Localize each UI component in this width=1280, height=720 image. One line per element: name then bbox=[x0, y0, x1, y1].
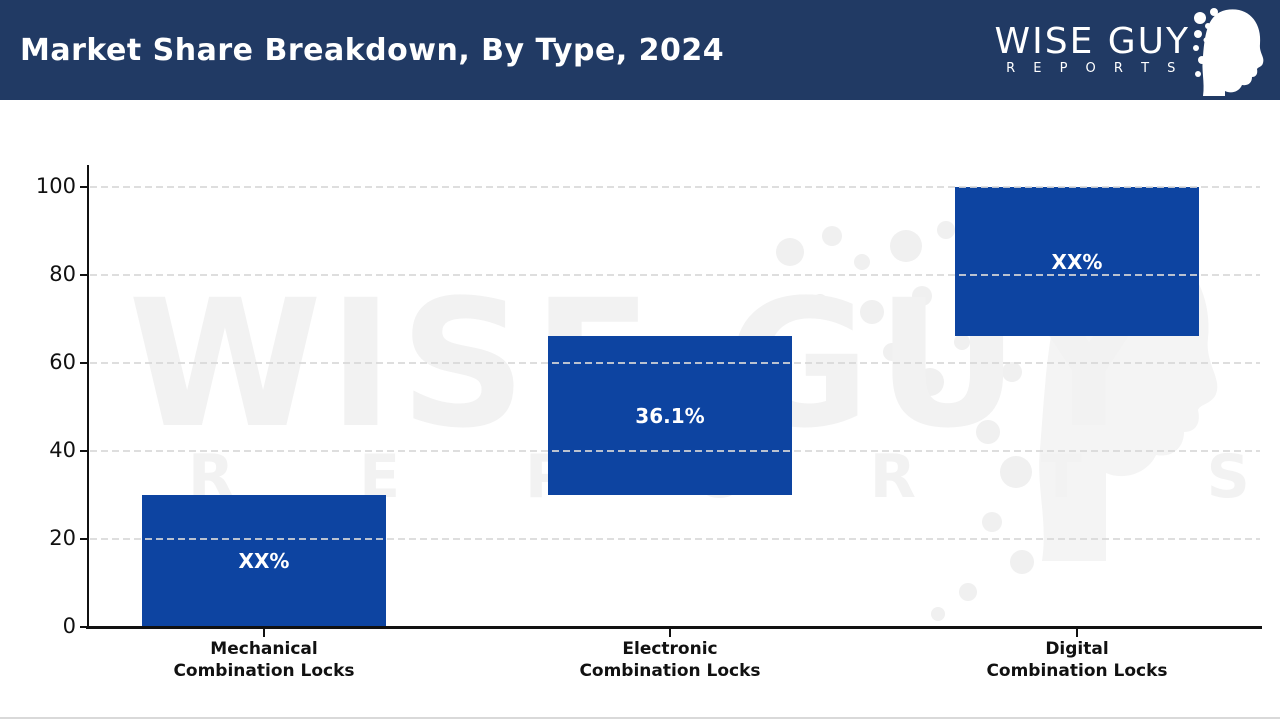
y-tick-label: 80 bbox=[49, 262, 76, 286]
bar-value-label: 36.1% bbox=[635, 403, 705, 428]
bar bbox=[955, 187, 1199, 337]
gridline bbox=[90, 274, 1260, 276]
category-label: Digital Combination Locks bbox=[986, 639, 1168, 681]
y-tick bbox=[80, 274, 88, 276]
y-tick bbox=[80, 450, 88, 452]
bar-value-label: XX% bbox=[1051, 249, 1103, 274]
bottom-border-line bbox=[0, 717, 1280, 719]
category-label: Electronic Combination Locks bbox=[579, 639, 761, 681]
x-tick bbox=[1076, 629, 1078, 637]
brand-logo: WISE GUY R E P O R T S bbox=[995, 4, 1267, 96]
bar bbox=[142, 495, 386, 627]
y-tick-label: 20 bbox=[49, 526, 76, 550]
x-tick bbox=[263, 629, 265, 637]
y-tick-label: 100 bbox=[35, 174, 76, 198]
y-tick-label: 0 bbox=[62, 614, 76, 638]
gridline bbox=[90, 186, 1260, 188]
x-axis bbox=[86, 626, 1262, 629]
brand-logo-text: WISE GUY R E P O R T S bbox=[995, 23, 1191, 77]
brand-face-icon bbox=[1193, 8, 1264, 96]
y-tick-label: 60 bbox=[49, 350, 76, 374]
gridline bbox=[90, 362, 1260, 364]
header-bar: Market Share Breakdown, By Type, 2024 WI… bbox=[0, 0, 1280, 100]
x-tick bbox=[669, 629, 671, 637]
gridline bbox=[90, 538, 1260, 540]
gridline bbox=[90, 450, 1260, 452]
bar-value-label: XX% bbox=[238, 549, 290, 573]
page-title: Market Share Breakdown, By Type, 2024 bbox=[20, 32, 725, 68]
y-axis bbox=[87, 165, 89, 629]
y-tick-label: 40 bbox=[49, 438, 76, 462]
y-tick bbox=[80, 362, 88, 364]
brand-wordmark: WISE GUY bbox=[994, 21, 1190, 62]
category-label: Mechanical Combination Locks bbox=[173, 639, 355, 681]
y-tick bbox=[80, 538, 88, 540]
brand-subtext: R E P O R T S bbox=[1006, 61, 1183, 76]
y-tick bbox=[80, 626, 88, 628]
y-tick bbox=[80, 186, 88, 188]
